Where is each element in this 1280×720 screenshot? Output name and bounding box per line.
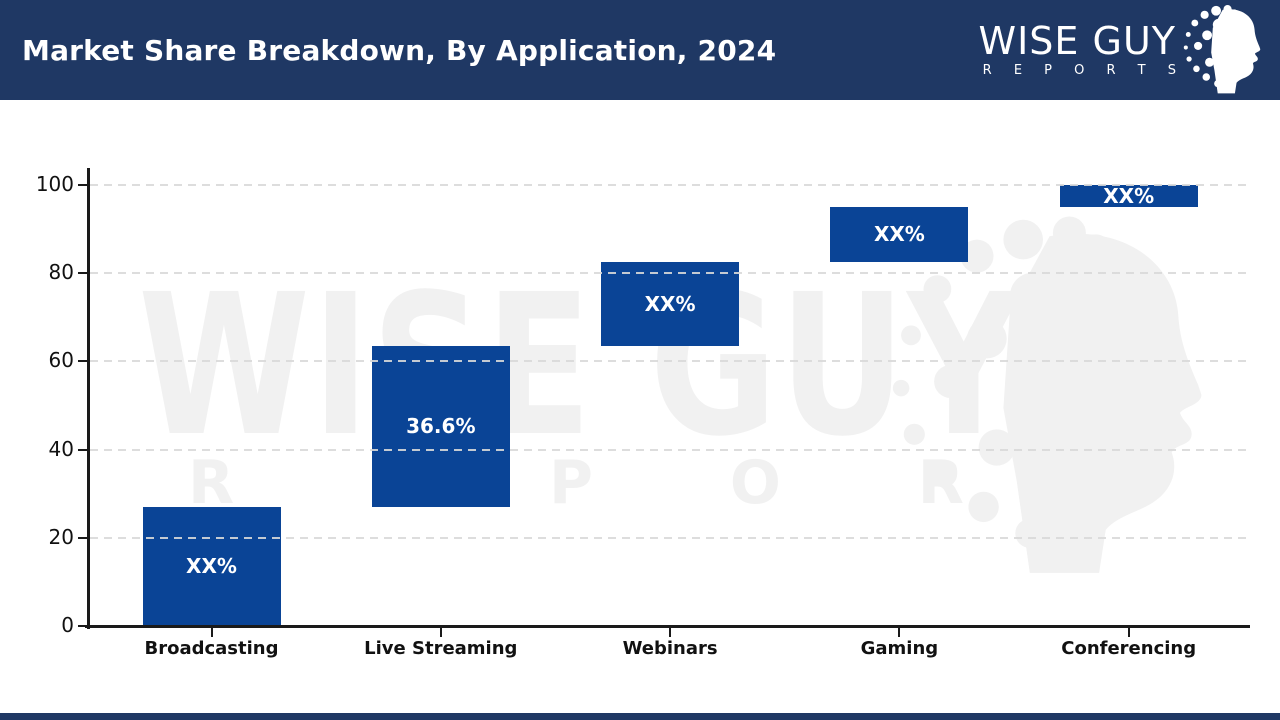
category-label-webinars: Webinars	[622, 638, 718, 659]
category-label-broadcasting: Broadcasting	[144, 638, 279, 659]
gridline-40	[90, 448, 1246, 451]
x-axis	[85, 625, 1250, 628]
bar-value-label: XX%	[1103, 184, 1155, 209]
y-tick-label-20: 20	[48, 524, 74, 549]
bar-value-label: XX%	[873, 222, 925, 247]
watermark-subtitle: R E P O R T S	[188, 448, 1280, 518]
gridline-100	[90, 184, 1246, 186]
footer-bar	[0, 713, 1280, 720]
x-tick-conferencing	[1127, 628, 1130, 637]
bar-live-streaming: 36.6%	[371, 345, 510, 507]
logo-text: WISE GUY R E P O R T S	[978, 18, 1176, 79]
logo-head-icon	[1183, 5, 1261, 94]
category-label-conferencing: Conferencing	[1061, 638, 1197, 659]
y-tick-0	[78, 625, 88, 627]
gridline-60	[90, 360, 1246, 363]
y-tick-40	[78, 448, 88, 451]
y-tick-label-80: 80	[48, 260, 74, 285]
y-tick-label-0: 0	[61, 613, 74, 637]
watermark-head-icon	[892, 216, 1202, 573]
bar-value-label: XX%	[186, 554, 237, 579]
y-tick-label-40: 40	[48, 436, 74, 461]
y-tick-80	[78, 272, 88, 275]
bar-value-label: 36.6%	[406, 414, 476, 439]
y-tick-20	[78, 536, 88, 539]
wise-guy-logo: WISE GUY R E P O R T S	[979, 4, 1264, 96]
bar-gaming: XX%	[830, 207, 969, 262]
y-tick-100	[78, 184, 88, 186]
gridline-80	[90, 272, 1246, 275]
waterfall-chart: WISE GUY R E P O R T S 0 20 40 60 80 100 XX% Br…	[0, 100, 1280, 713]
y-tick-label-100: 100	[35, 172, 74, 196]
logo-wordmark: WISE GUY	[978, 18, 1176, 63]
x-tick-gaming	[898, 628, 901, 637]
logo-subtitle: R E P O R T S	[982, 63, 1185, 79]
x-tick-live-streaming	[439, 628, 442, 637]
x-tick-broadcasting	[210, 628, 213, 637]
y-axis	[87, 168, 90, 629]
bar-webinars: XX%	[601, 261, 740, 346]
header: Market Share Breakdown, By Application, …	[0, 0, 1280, 100]
page-title: Market Share Breakdown, By Application, …	[22, 33, 777, 67]
watermark-wordmark: WISE GUY	[138, 252, 1022, 479]
y-tick-60	[78, 360, 88, 363]
gridline-20	[90, 536, 1246, 539]
category-label-live-streaming: Live Streaming	[364, 638, 518, 659]
x-tick-webinars	[669, 628, 672, 637]
bar-broadcasting: XX%	[142, 506, 281, 626]
bar-conferencing: XX%	[1059, 184, 1198, 209]
bar-value-label: XX%	[644, 291, 696, 316]
category-label-gaming: Gaming	[860, 638, 939, 659]
y-tick-label-60: 60	[48, 348, 74, 373]
